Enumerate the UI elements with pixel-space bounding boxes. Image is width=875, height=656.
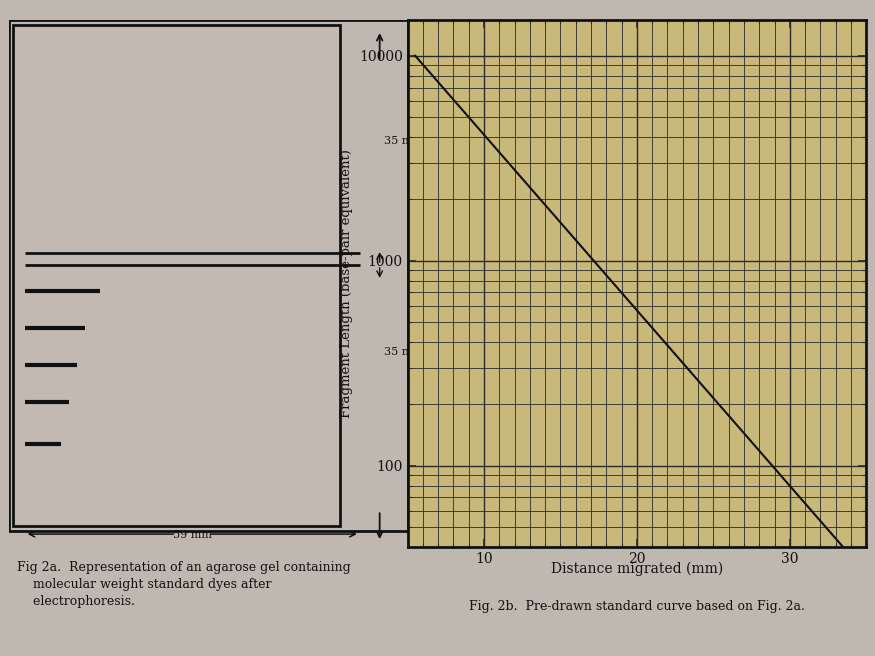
Text: 35 mm: 35 mm [383, 136, 423, 146]
Text: 35 mm: 35 mm [383, 347, 423, 357]
Text: 59 mm: 59 mm [172, 531, 212, 541]
Bar [13, 25, 340, 526]
Text: Fig 2a.  Representation of an agarose gel containing
    molecular weight standa: Fig 2a. Representation of an agarose gel… [17, 561, 351, 608]
Text: Fig. 2b.  Pre-drawn standard curve based on Fig. 2a.: Fig. 2b. Pre-drawn standard curve based … [469, 600, 805, 613]
Text: Distance migrated (mm): Distance migrated (mm) [550, 561, 723, 575]
Y-axis label: Fragment Length (base-pair equivalent): Fragment Length (base-pair equivalent) [340, 149, 354, 418]
